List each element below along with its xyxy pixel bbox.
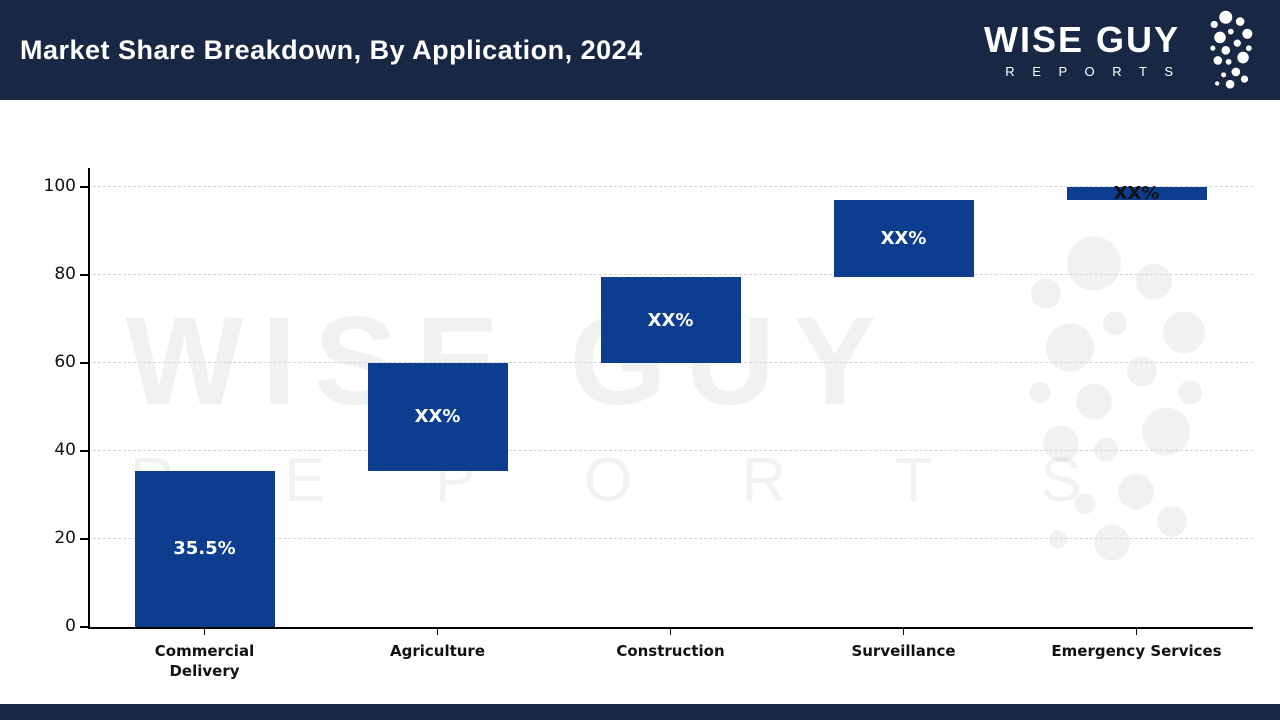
y-tick-mark: [80, 362, 88, 364]
x-tick-mark: [902, 627, 905, 635]
head-dots-logo-icon: [1210, 10, 1253, 89]
y-tick-label: 20: [54, 528, 76, 548]
y-tick-label: 0: [65, 616, 76, 636]
bar-segment: XX%: [600, 277, 741, 363]
x-tick-mark: [669, 627, 672, 635]
x-tick-mark: [203, 627, 206, 635]
bar-segment: XX%: [367, 363, 508, 471]
y-tick-mark: [80, 626, 88, 628]
y-tick-label: 100: [43, 176, 76, 196]
y-tick-label: 60: [54, 352, 76, 372]
bar-value-label: 35.5%: [173, 538, 236, 560]
gridline-20: [88, 538, 1253, 539]
bar-value-label: XX%: [647, 309, 694, 331]
x-tick-mark: [436, 627, 439, 635]
footer-bar: [0, 704, 1280, 720]
x-axis-label: Agriculture: [389, 642, 486, 660]
bar-segment: XX%: [1066, 183, 1207, 204]
bar-value-label: XX%: [414, 406, 461, 428]
gridline-100: [88, 186, 1253, 187]
x-axis-label: Commercial Delivery: [154, 642, 255, 681]
page-title: Market Share Breakdown, By Application, …: [20, 34, 643, 65]
x-tick-mark: [1135, 627, 1138, 635]
brand-subtitle: R E P O R T S: [1005, 63, 1180, 79]
bar-segment: XX%: [833, 200, 974, 278]
y-tick-mark: [80, 450, 88, 452]
gridline-80: [88, 274, 1253, 275]
bar-value-label: XX%: [880, 228, 927, 250]
brand-text: WISE GUY R E P O R T S: [983, 18, 1180, 79]
bar-segment: 35.5%: [134, 470, 275, 627]
y-tick-label: 40: [54, 440, 76, 460]
y-tick-label: 80: [54, 264, 76, 284]
bar-value-label: XX%: [1113, 183, 1160, 205]
header-bar: Market Share Breakdown, By Application, …: [0, 0, 1280, 100]
brand-logo: WISE GUY R E P O R T S: [984, 8, 1256, 92]
brand-name: WISE GUY: [983, 18, 1180, 60]
x-axis-label: Surveillance: [851, 642, 956, 660]
x-axis-label: Emergency Services: [1051, 642, 1222, 660]
gridline-40: [88, 450, 1253, 451]
y-tick-mark: [80, 186, 88, 188]
y-tick-mark: [80, 274, 88, 276]
y-tick-mark: [80, 538, 88, 540]
y-axis-line: [88, 168, 90, 627]
x-axis-label: Construction: [616, 642, 725, 660]
